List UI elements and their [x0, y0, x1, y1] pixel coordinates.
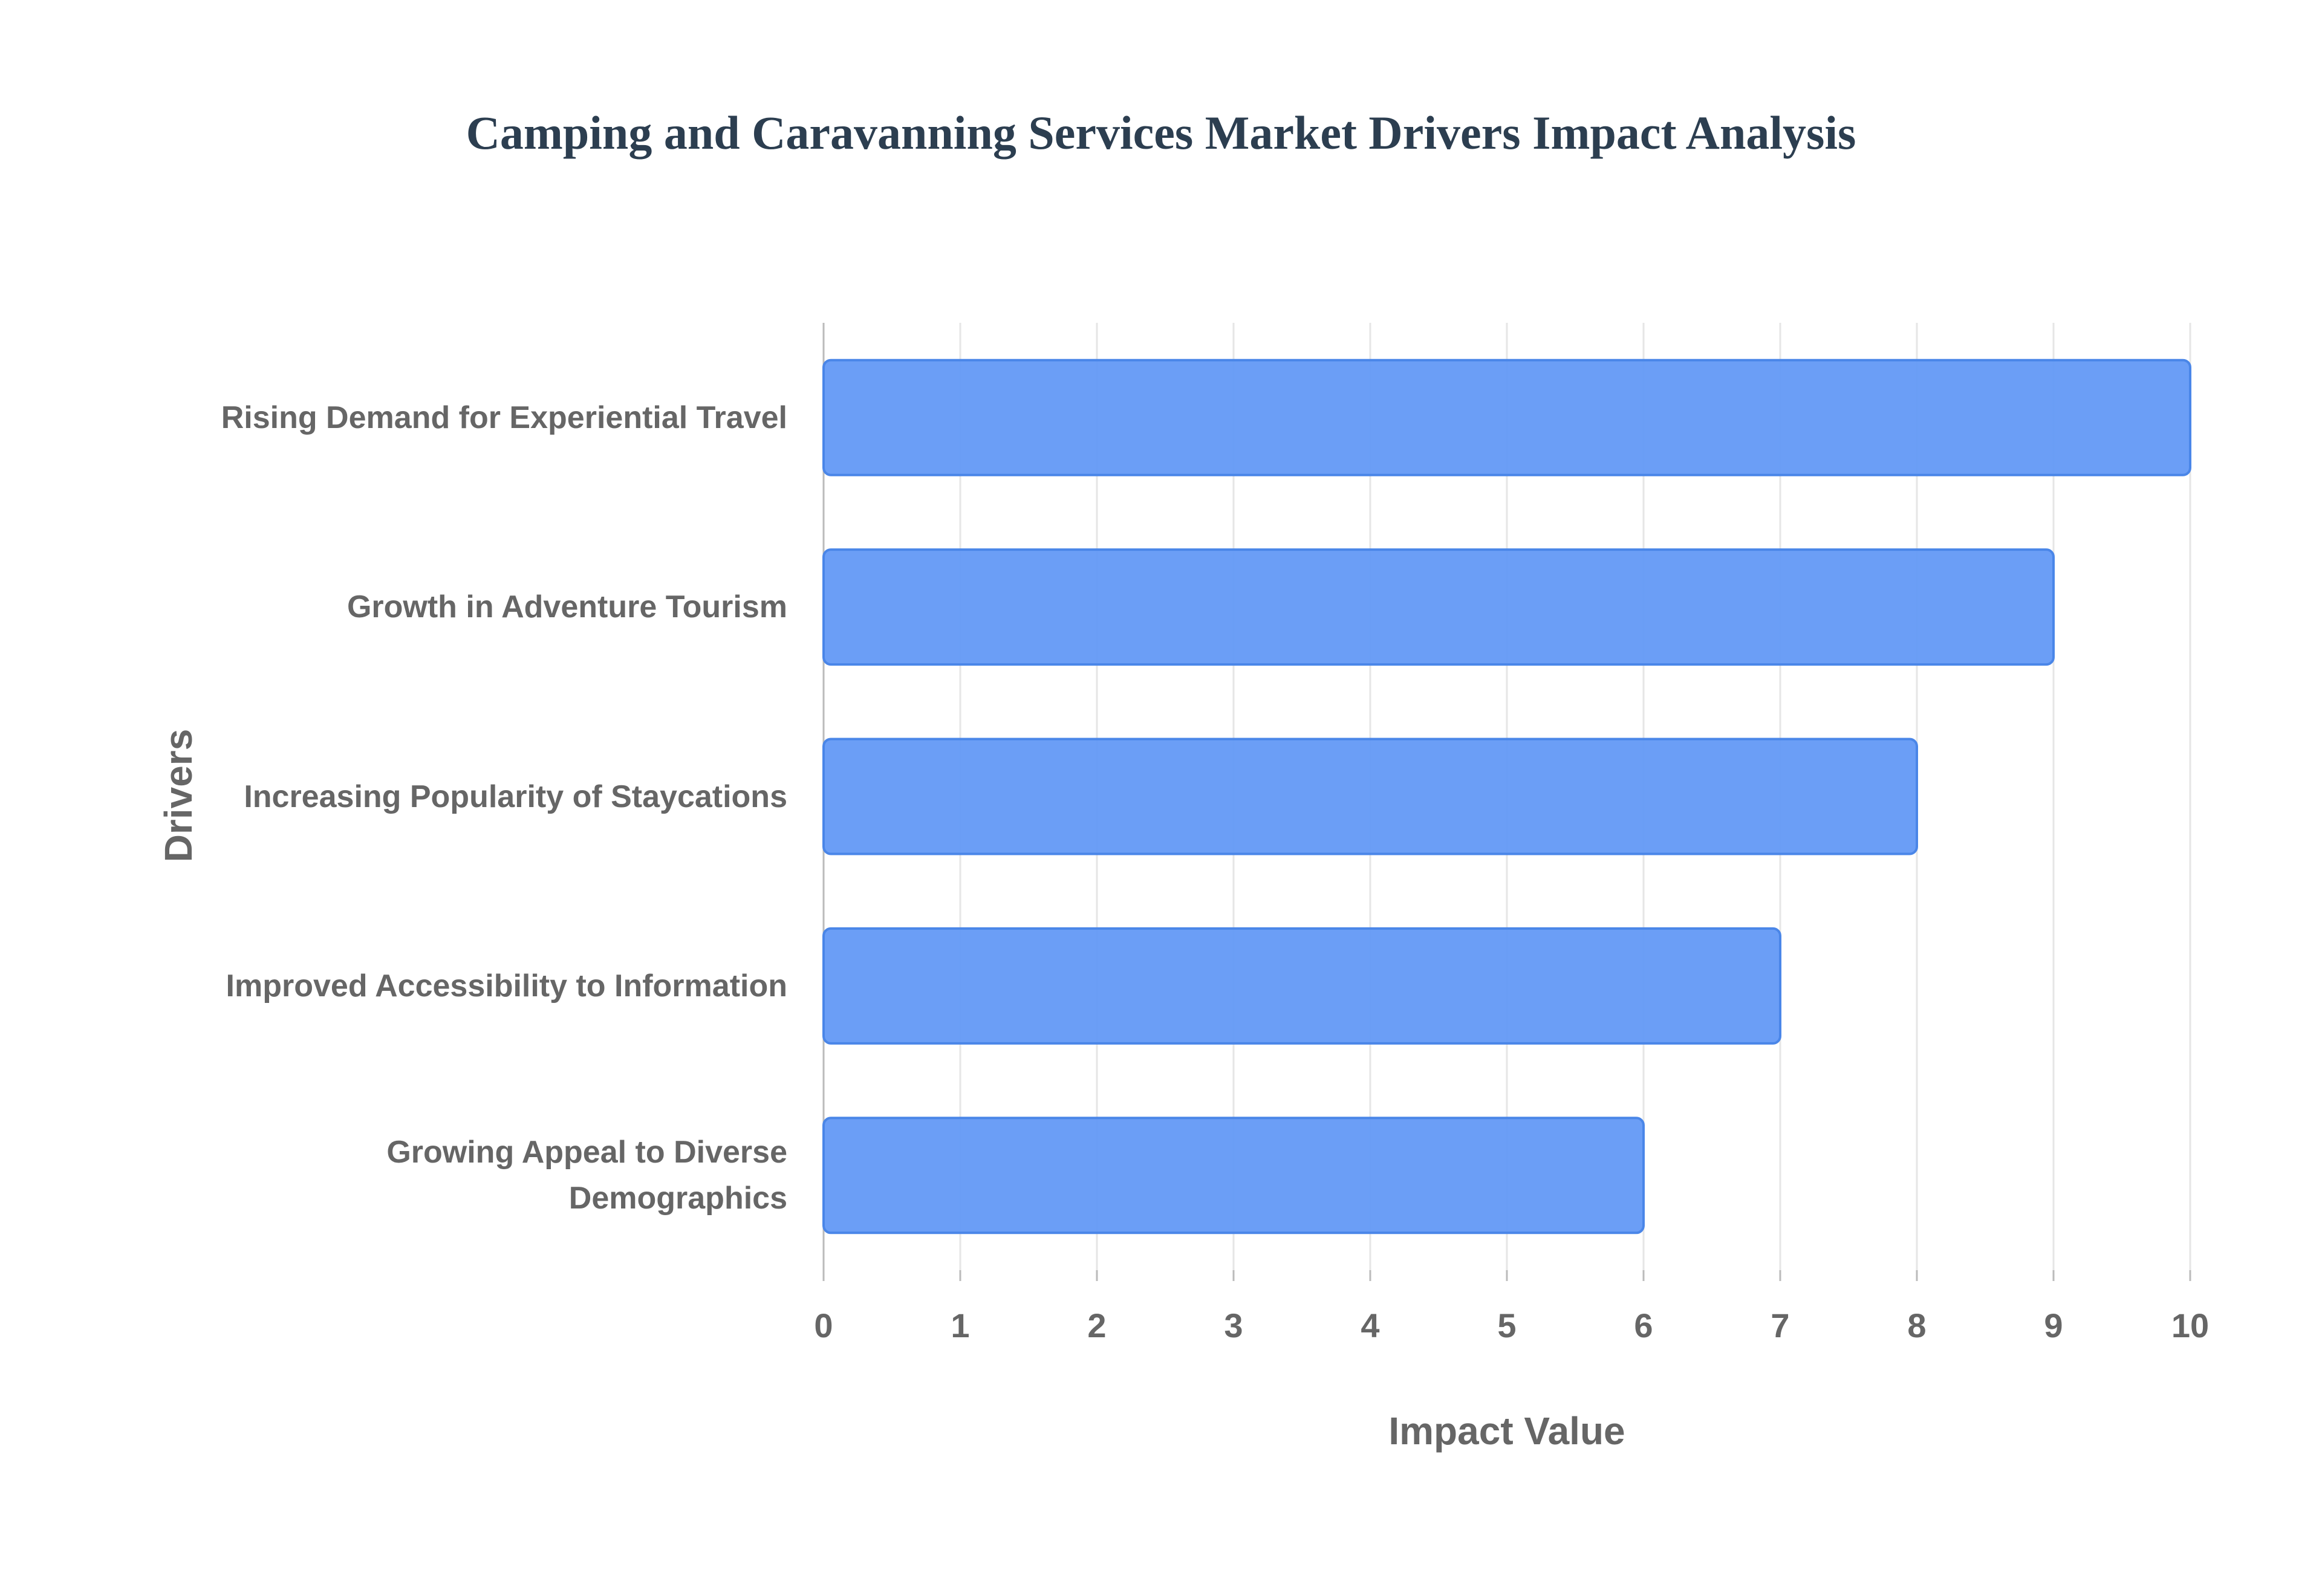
x-tick-label: 0 — [814, 1306, 833, 1345]
bar — [822, 548, 2055, 666]
y-tick-label: Improved Accessibility to Information — [226, 968, 787, 1004]
y-tick-label: Increasing Popularity of Staycations — [244, 779, 787, 814]
y-tick-label: Growing Appeal to Diverse Demographics — [386, 1135, 787, 1216]
x-tick-label: 8 — [1907, 1306, 1926, 1345]
x-tick-label: 2 — [1087, 1306, 1106, 1345]
x-tick-label: 5 — [1497, 1306, 1516, 1345]
bar — [822, 927, 1781, 1045]
x-tick-label: 3 — [1224, 1306, 1243, 1345]
chart-title: Camping and Caravanning Services Market … — [466, 106, 1856, 159]
x-tick-label: 7 — [1771, 1306, 1789, 1345]
bar — [822, 738, 1918, 855]
y-tick-label: Rising Demand for Experiential Travel — [221, 400, 787, 435]
x-tick-label: 4 — [1361, 1306, 1379, 1345]
x-tick-label: 1 — [951, 1306, 969, 1345]
y-tick-label: Growth in Adventure Tourism — [346, 589, 787, 625]
bar — [822, 1117, 1645, 1234]
x-tick-label: 9 — [2044, 1306, 2063, 1345]
x-tick-label: 6 — [1634, 1306, 1653, 1345]
x-tick-label: 10 — [2171, 1306, 2209, 1345]
x-axis-title: Impact Value — [1388, 1409, 1625, 1453]
y-axis-title: Drivers — [157, 729, 200, 863]
bar — [822, 358, 2191, 476]
